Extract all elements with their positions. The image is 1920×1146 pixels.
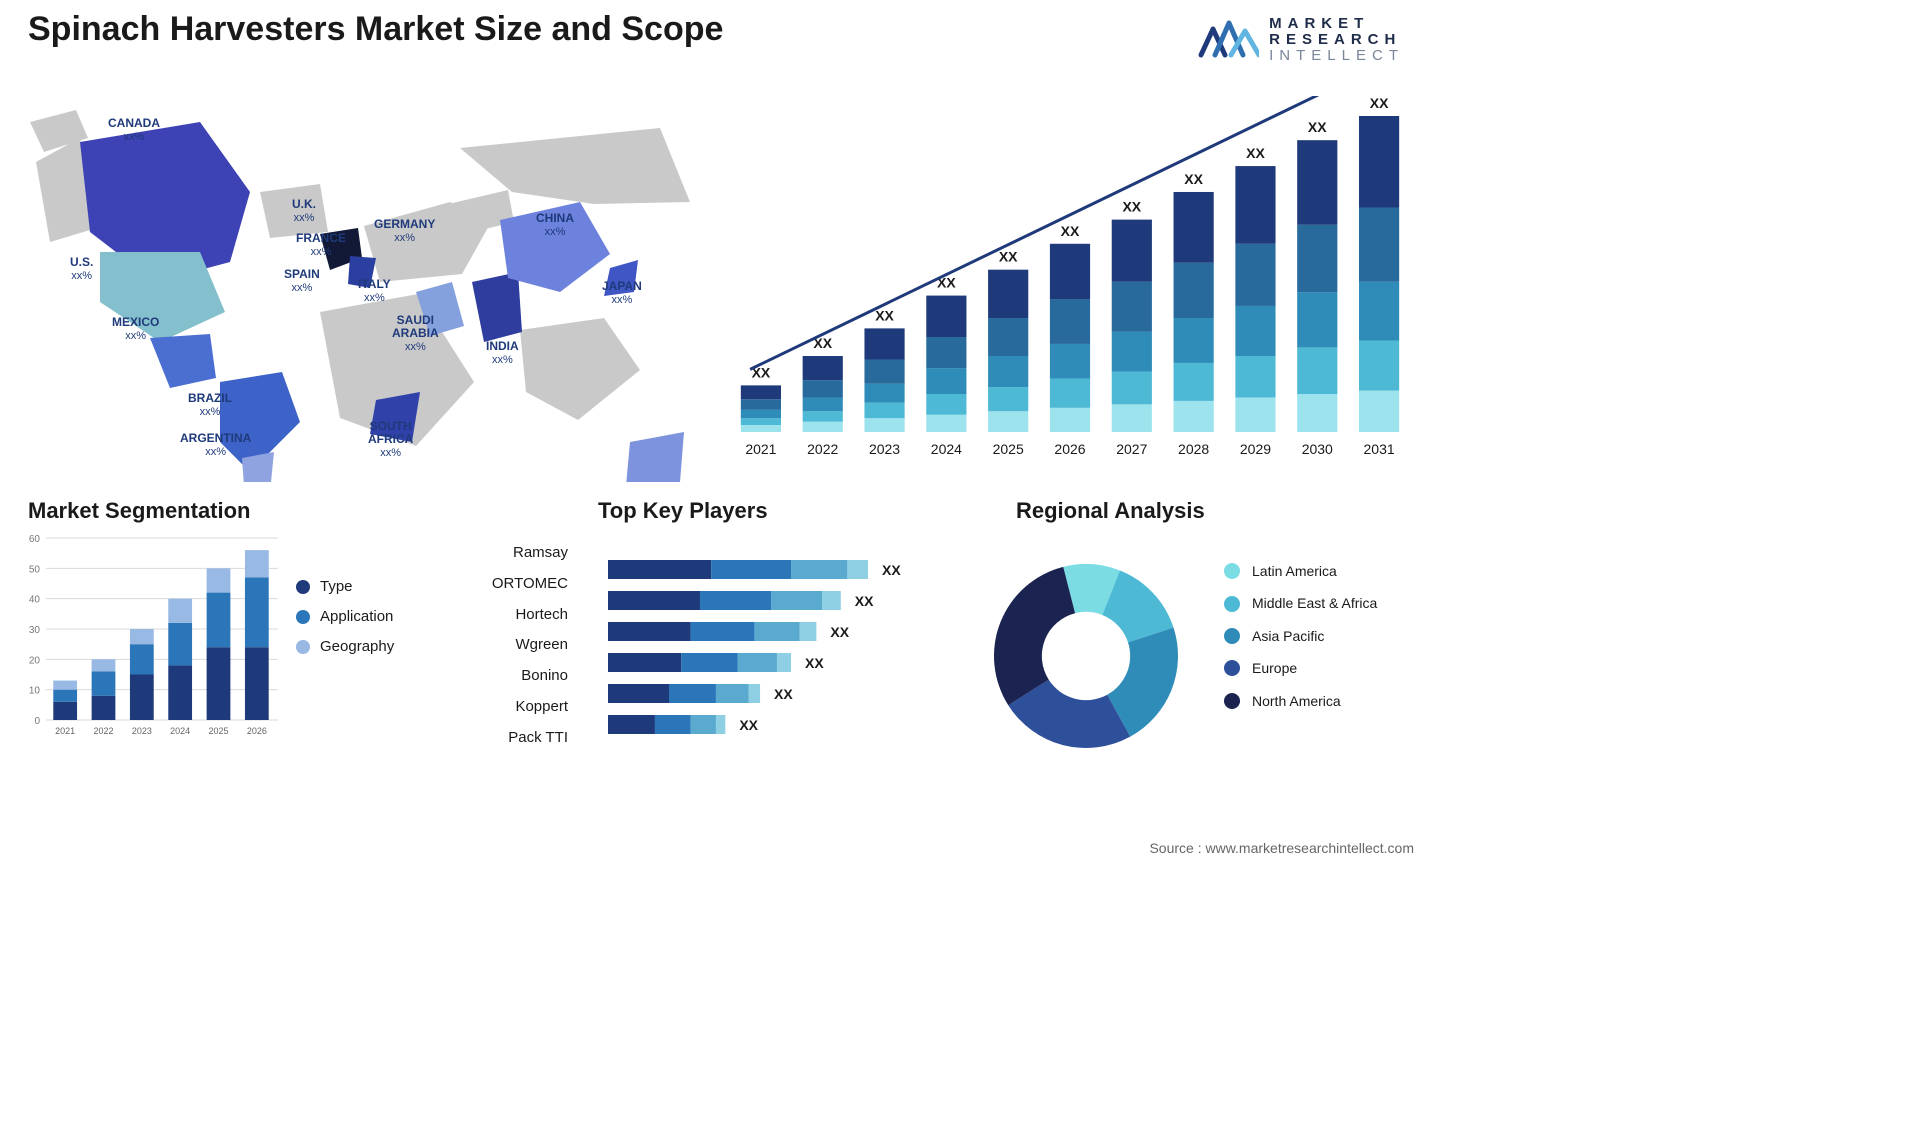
player-name: Pack TTI [466, 723, 568, 754]
map-country-label: SPAINxx% [284, 268, 320, 294]
svg-text:2026: 2026 [1054, 441, 1085, 457]
svg-text:2030: 2030 [1302, 441, 1333, 457]
players-bar-chart: XX XX XX XX XX XX [608, 560, 948, 760]
player-name: Wgreen [466, 630, 568, 661]
player-name: Bonino [466, 661, 568, 692]
players-name-list: RamsayORTOMECHortechWgreenBoninoKoppertP… [466, 538, 568, 753]
map-country-label: ITALYxx% [358, 278, 391, 304]
svg-text:XX: XX [855, 593, 874, 609]
svg-text:XX: XX [805, 655, 824, 671]
map-country-label: CANADAxx% [108, 117, 160, 143]
main-growth-chart: XX 2021 XX 2022 XX 2023 XX 2024 XX 2025 XX 2026 XX 20… [720, 96, 1420, 466]
svg-text:60: 60 [29, 534, 41, 545]
svg-text:2026: 2026 [247, 726, 267, 736]
brand-logo: MARKET RESEARCH INTELLECT [1197, 16, 1404, 63]
svg-text:2021: 2021 [55, 726, 75, 736]
player-name: Ramsay [466, 538, 568, 569]
source-attribution: Source : www.marketresearchintellect.com [1149, 840, 1414, 856]
players-heading: Top Key Players [598, 498, 768, 524]
segmentation-chart: 0 10 20 30 40 50 60 2021 2022 2023 2024 2025 2026 [20, 532, 280, 742]
svg-text:XX: XX [739, 717, 758, 733]
segmentation-heading: Market Segmentation [28, 498, 251, 524]
seg-legend-item: Type [296, 572, 394, 602]
svg-text:2027: 2027 [1116, 441, 1147, 457]
svg-text:2021: 2021 [745, 441, 776, 457]
region-legend-item: Europe [1224, 657, 1377, 679]
map-country-label: SAUDIARABIAxx% [392, 314, 439, 354]
svg-text:30: 30 [29, 625, 41, 636]
svg-text:XX: XX [882, 562, 901, 578]
svg-text:XX: XX [774, 686, 793, 702]
map-country-label: ARGENTINAxx% [180, 432, 251, 458]
svg-text:2022: 2022 [807, 441, 838, 457]
logo-text: MARKET RESEARCH INTELLECT [1269, 16, 1404, 63]
svg-text:2023: 2023 [132, 726, 152, 736]
player-name: Koppert [466, 692, 568, 723]
svg-text:50: 50 [29, 564, 41, 575]
map-country-label: INDIAxx% [486, 340, 519, 366]
svg-text:XX: XX [830, 624, 849, 640]
svg-text:2028: 2028 [1178, 441, 1209, 457]
player-name: ORTOMEC [466, 569, 568, 600]
region-legend-item: North America [1224, 690, 1377, 712]
svg-text:40: 40 [29, 595, 41, 606]
svg-text:XX: XX [999, 249, 1018, 265]
svg-text:0: 0 [34, 716, 40, 727]
regional-legend: Latin America Middle East & Africa Asia Pa… [1224, 560, 1377, 722]
regional-donut-chart [976, 556, 1196, 756]
map-country-label: SOUTHAFRICAxx% [368, 420, 413, 460]
svg-text:2024: 2024 [170, 726, 190, 736]
svg-text:2023: 2023 [869, 441, 900, 457]
svg-text:XX: XX [1122, 199, 1141, 215]
svg-text:XX: XX [1061, 223, 1080, 239]
region-legend-item: Middle East & Africa [1224, 592, 1377, 614]
svg-text:2029: 2029 [1240, 441, 1271, 457]
svg-text:2031: 2031 [1364, 441, 1395, 457]
svg-text:2025: 2025 [993, 441, 1024, 457]
svg-text:XX: XX [1184, 171, 1203, 187]
page-title: Spinach Harvesters Market Size and Scope [28, 10, 723, 49]
region-legend-item: Asia Pacific [1224, 625, 1377, 647]
svg-text:2024: 2024 [931, 441, 962, 457]
map-country-label: JAPANxx% [602, 280, 642, 306]
world-map: CANADAxx% U.S.xx% MEXICOxx% BRAZILxx% ARGENT… [20, 82, 700, 462]
svg-text:10: 10 [29, 686, 41, 697]
player-name: Hortech [466, 600, 568, 631]
logo-mark-icon [1197, 17, 1259, 63]
svg-text:20: 20 [29, 655, 41, 666]
segmentation-legend: TypeApplicationGeography [296, 572, 394, 662]
map-country-label: CHINAxx% [536, 212, 574, 238]
svg-text:2022: 2022 [93, 726, 113, 736]
region-legend-item: Latin America [1224, 560, 1377, 582]
svg-text:2025: 2025 [208, 726, 228, 736]
svg-text:XX: XX [1308, 119, 1327, 135]
map-country-label: FRANCExx% [296, 232, 346, 258]
svg-text:XX: XX [875, 307, 894, 323]
seg-legend-item: Application [296, 602, 394, 632]
map-country-label: U.K.xx% [292, 198, 316, 224]
map-country-label: U.S.xx% [70, 256, 93, 282]
regional-heading: Regional Analysis [1016, 498, 1205, 524]
map-country-label: GERMANYxx% [374, 218, 435, 244]
seg-legend-item: Geography [296, 632, 394, 662]
svg-text:XX: XX [1246, 145, 1265, 161]
svg-text:XX: XX [1370, 96, 1389, 111]
map-country-label: BRAZILxx% [188, 392, 232, 418]
map-country-label: MEXICOxx% [112, 316, 159, 342]
